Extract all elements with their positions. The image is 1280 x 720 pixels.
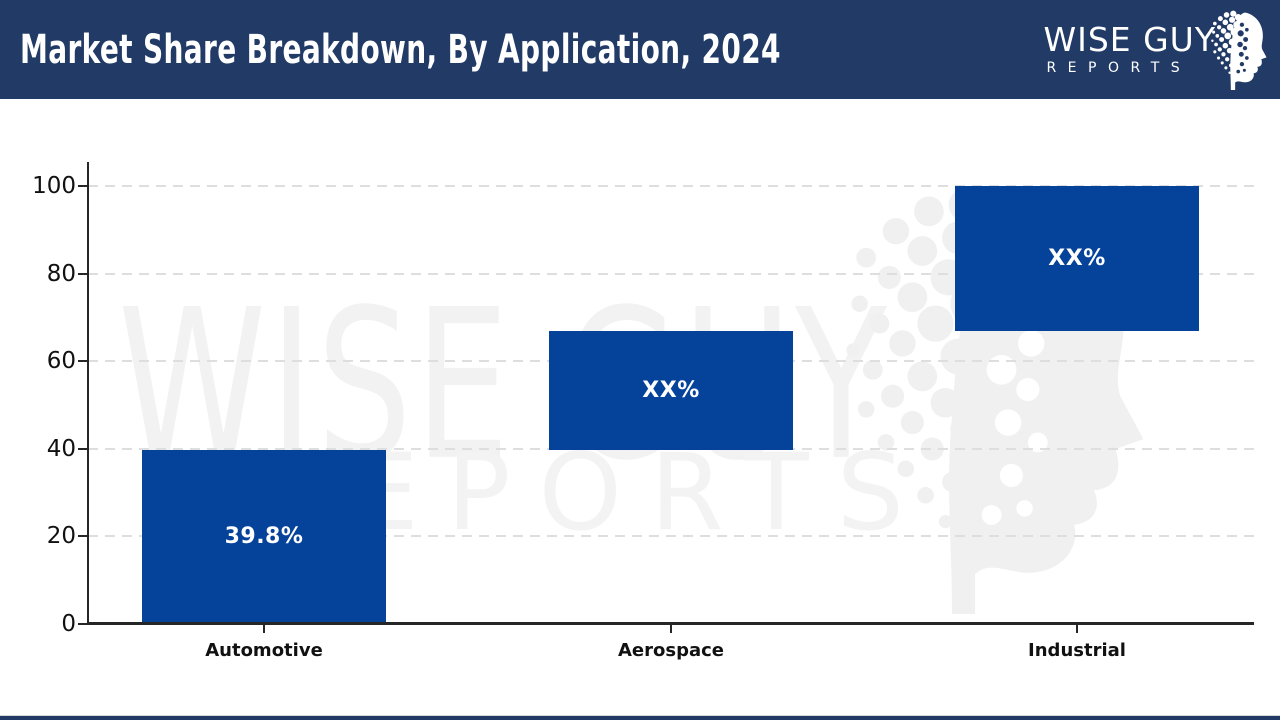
y-tick-mark xyxy=(78,272,88,275)
gridline xyxy=(88,185,1254,187)
logo-face-icon xyxy=(1211,10,1267,90)
bar-aerospace: XX% xyxy=(549,330,793,450)
gridline xyxy=(88,535,1254,538)
bar-value-label: 39.8% xyxy=(224,524,304,550)
x-tick-mark xyxy=(670,625,672,633)
y-tick-label: 40 xyxy=(46,435,76,462)
y-tick-label: 0 xyxy=(61,611,76,637)
y-axis-line xyxy=(87,162,89,625)
footer-bar xyxy=(0,715,1280,720)
y-tick-label: 80 xyxy=(46,260,76,287)
x-axis-line xyxy=(88,622,1254,625)
wiseguy-logo: WISE GUY REPORTS xyxy=(1043,0,1268,99)
bar-value-label: XX% xyxy=(1048,245,1106,271)
y-tick-label: 20 xyxy=(46,523,76,550)
y-tick-label: 100 xyxy=(32,173,76,199)
logo-subtitle: REPORTS xyxy=(1046,59,1192,76)
x-tick-label: Aerospace xyxy=(617,640,724,661)
page-title: Market Share Breakdown, By Application, … xyxy=(20,26,781,73)
header: Market Share Breakdown, By Application, … xyxy=(0,0,1280,99)
x-tick-mark xyxy=(1076,625,1078,633)
gridline xyxy=(88,272,1254,275)
y-tick-mark xyxy=(78,360,88,363)
y-tick-mark xyxy=(78,535,88,538)
logo-text: WISE GUY REPORTS xyxy=(1043,23,1216,76)
x-tick-label: Automotive xyxy=(205,640,323,661)
x-tick-mark xyxy=(263,625,265,633)
y-tick-mark xyxy=(78,447,88,450)
y-tick-mark xyxy=(78,623,88,625)
bar-industrial: XX% xyxy=(955,186,1199,331)
y-tick-label: 60 xyxy=(46,348,76,375)
bar-automotive: 39.8% xyxy=(142,449,386,624)
x-tick-label: Industrial xyxy=(1028,640,1126,661)
bar-value-label: XX% xyxy=(642,377,700,403)
logo-wordmark: WISE GUY xyxy=(1043,20,1216,60)
y-tick-mark xyxy=(78,185,88,187)
